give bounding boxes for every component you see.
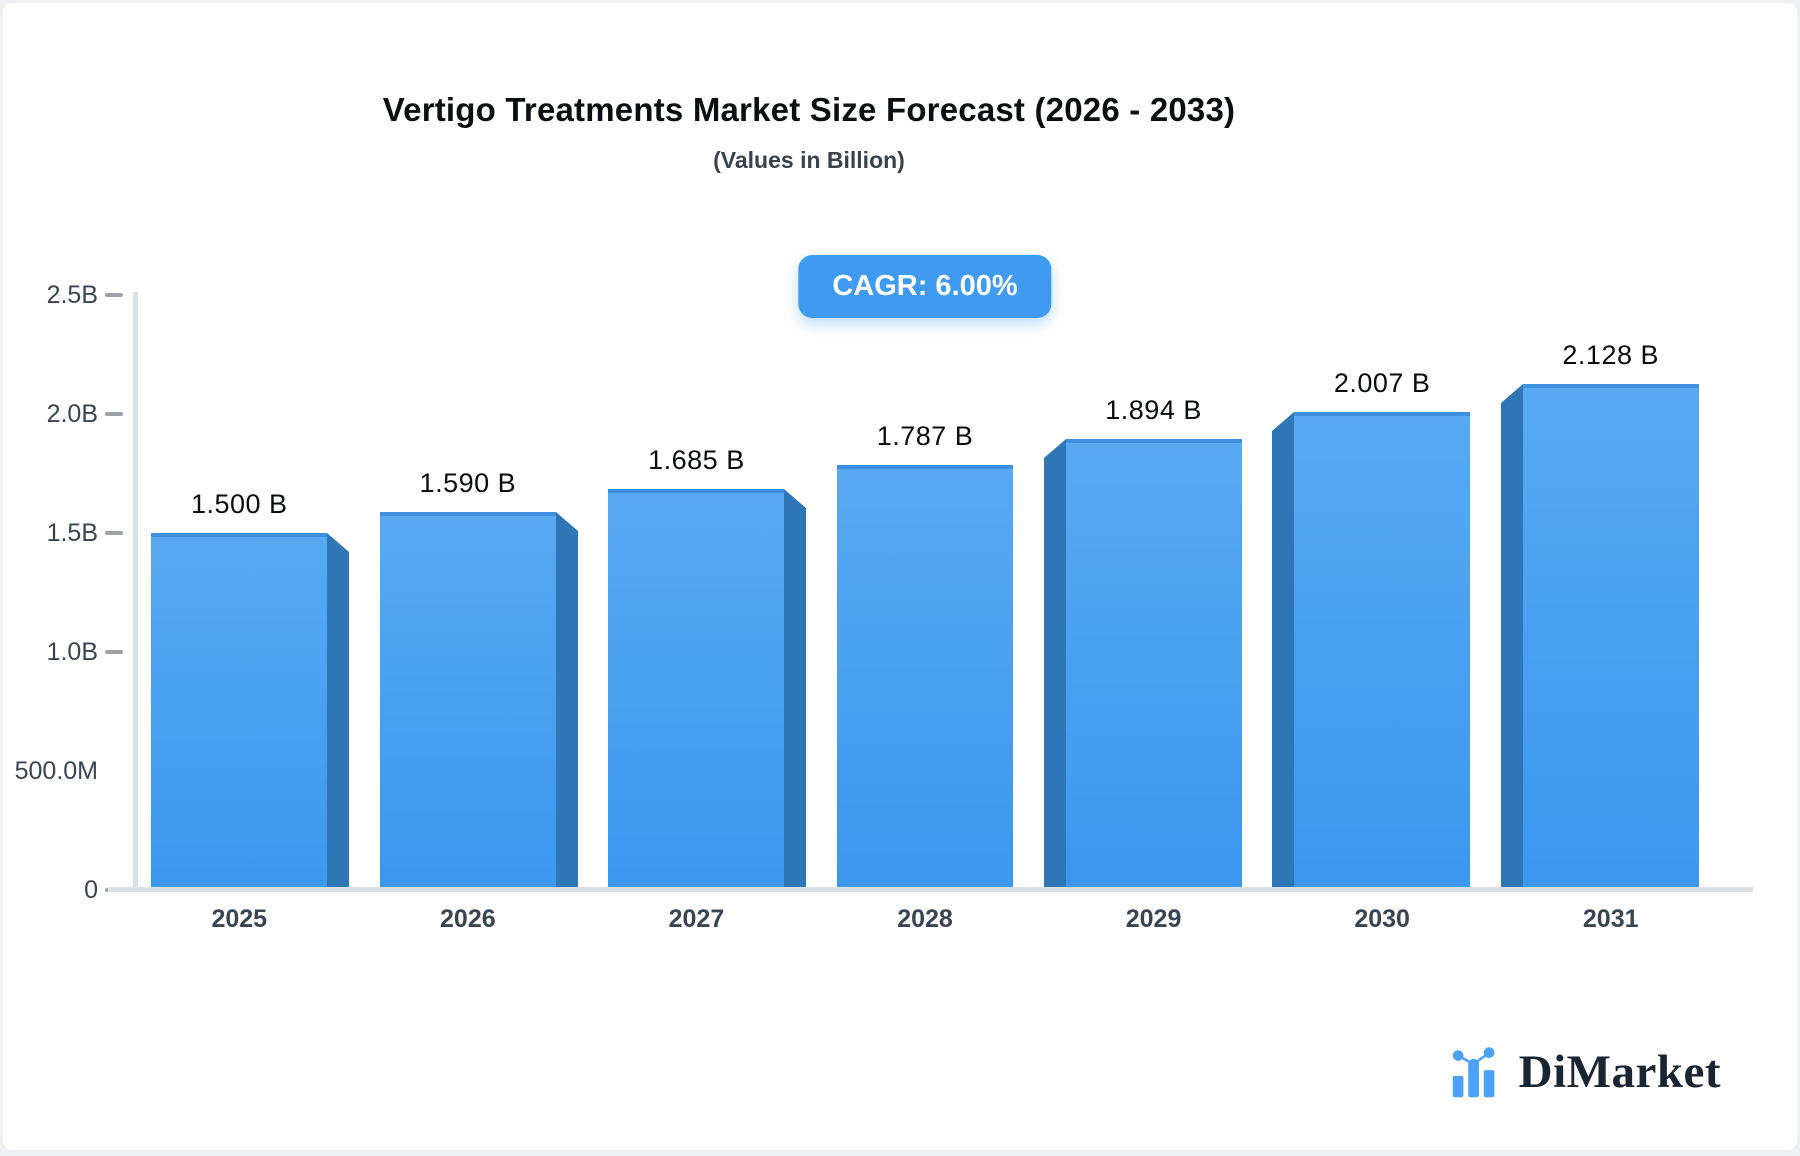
bar-value-label-2026: 1.590 B (419, 468, 517, 498)
chart-title: Vertigo Treatments Market Size Forecast … (382, 91, 1236, 128)
x-tick-label-2028: 2028 (897, 905, 953, 933)
bar-side-2031 (1501, 384, 1523, 890)
bar-chart-logo-icon (1452, 1047, 1495, 1098)
y-tick-dash (105, 650, 123, 654)
y-tick-label-0: 0 (84, 876, 98, 904)
bar-value-label-2029: 1.894 B (1105, 395, 1202, 425)
y-tick-dash (105, 293, 123, 297)
bar-side-2027 (784, 489, 806, 890)
y-tick-label-1.5B: 1.5B (46, 519, 98, 547)
bar-2028[interactable] (837, 465, 1013, 890)
bar-2029[interactable] (1066, 439, 1242, 890)
bar-side-2030 (1272, 412, 1294, 890)
y-axis-line (133, 292, 138, 892)
x-tick-label-2031: 2031 (1582, 905, 1639, 933)
bar-side-2025 (327, 533, 349, 890)
cagr-badge: CAGR: 6.00% (798, 255, 1052, 318)
x-tick-label-2029: 2029 (1125, 905, 1182, 933)
bar-value-label-2025: 1.500 B (190, 489, 288, 519)
y-tick-dash (105, 531, 123, 535)
bar-2031[interactable] (1523, 384, 1699, 890)
y-tick-label-1.0B: 1.0B (46, 638, 98, 666)
y-tick-label-2.0B: 2.0B (46, 400, 98, 428)
x-tick-label-2025: 2025 (211, 905, 268, 933)
chart-subtitle: (Values in Billion) (713, 147, 905, 173)
x-axis-line (108, 887, 1753, 892)
logo-text: DiMarket (1518, 1046, 1721, 1098)
bar-2030[interactable] (1294, 412, 1470, 890)
chart-header: Vertigo Treatments Market Size Forecast … (3, 91, 1615, 174)
bar-side-2026 (556, 512, 578, 890)
bar-value-label-2027: 1.685 B (648, 445, 745, 475)
x-tick-label-2026: 2026 (440, 905, 496, 933)
bar-2026[interactable] (380, 512, 556, 890)
chart-card: Vertigo Treatments Market Size Forecast … (3, 3, 1797, 1150)
plot-area: 2.5B 2.0B 1.5B 1.0B 500.0M 0 1.500 B 2025 1.590 … (3, 3, 1797, 1153)
bar-value-label-2030: 2.007 B (1333, 368, 1431, 398)
x-tick-label-2027: 2027 (668, 905, 725, 933)
bar-side-2029 (1044, 439, 1066, 890)
bar-value-label-2028: 1.787 B (876, 421, 974, 451)
bar-value-label-2031: 2.128 B (1562, 340, 1659, 370)
y-tick-label-2.5B: 2.5B (46, 281, 98, 309)
bar-2025[interactable] (151, 533, 327, 890)
y-tick-dash (105, 412, 123, 416)
x-tick-label-2030: 2030 (1354, 905, 1410, 933)
dimarket-logo[interactable]: DiMarket (1445, 1041, 1721, 1103)
bar-2027[interactable] (608, 489, 784, 890)
y-tick-label-500.0M: 500.0M (14, 757, 98, 785)
